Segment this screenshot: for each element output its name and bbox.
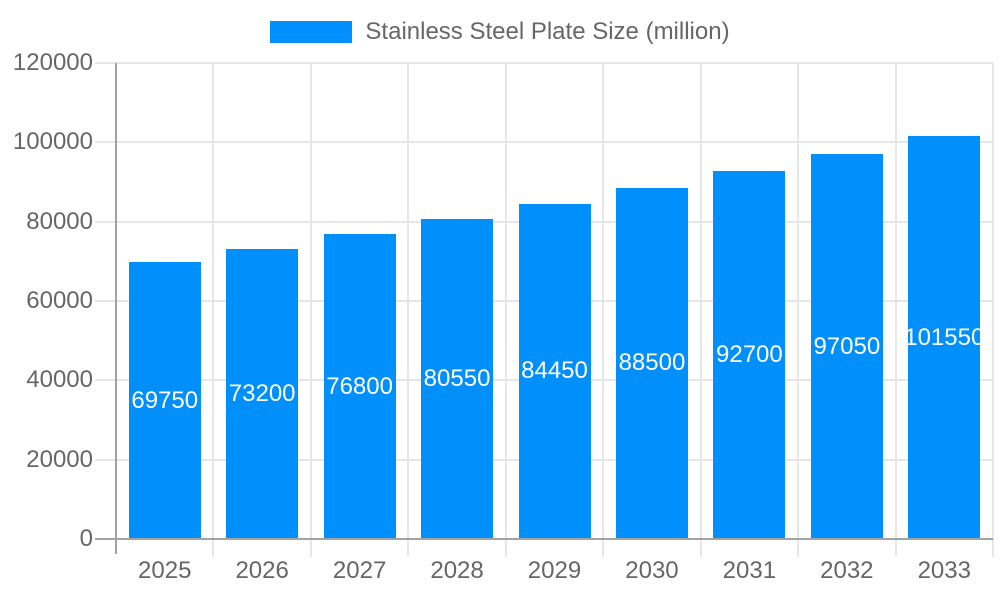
x-tick-label: 2028 bbox=[430, 557, 484, 584]
gridline-vertical bbox=[992, 63, 994, 557]
gridline-vertical bbox=[407, 63, 410, 557]
bar-value-label: 80550 bbox=[423, 365, 491, 393]
y-tick-label: 20000 bbox=[26, 445, 93, 473]
bar-value-label: 92700 bbox=[716, 341, 783, 369]
y-axis-line bbox=[115, 63, 117, 554]
y-tick-label: 40000 bbox=[26, 366, 93, 394]
bar-value-label: 69750 bbox=[131, 386, 199, 414]
x-tick-label: 2032 bbox=[820, 557, 874, 584]
gridline-vertical bbox=[699, 63, 702, 557]
gridline-vertical bbox=[212, 63, 215, 557]
bar-2028[interactable]: 80550 bbox=[421, 219, 494, 539]
x-tick-label: 2027 bbox=[332, 557, 387, 584]
chart-legend[interactable]: Stainless Steel Plate Size (million) bbox=[0, 18, 1000, 46]
gridline-vertical bbox=[797, 63, 800, 557]
x-tick-label: 2030 bbox=[625, 557, 679, 584]
bar-2029[interactable]: 84450 bbox=[518, 204, 591, 539]
x-tick-label: 2026 bbox=[235, 557, 289, 584]
bar-2030[interactable]: 88500 bbox=[615, 187, 688, 539]
gridline-horizontal bbox=[95, 141, 993, 144]
bar-2025[interactable]: 69750 bbox=[128, 262, 201, 539]
y-tick-label: 100000 bbox=[12, 128, 93, 156]
bar-value-label: 88500 bbox=[618, 349, 686, 377]
gridline-vertical bbox=[602, 63, 605, 557]
y-tick-label: 120000 bbox=[12, 49, 93, 76]
bar-value-label: 97050 bbox=[813, 332, 881, 360]
gridline-vertical bbox=[894, 63, 897, 557]
legend-swatch-icon bbox=[270, 21, 353, 43]
bar-2026[interactable]: 73200 bbox=[226, 248, 299, 539]
bar-value-label: 73200 bbox=[228, 379, 296, 407]
x-tick-label: 2025 bbox=[138, 557, 192, 584]
x-axis-line bbox=[95, 538, 993, 540]
gridline-vertical bbox=[309, 63, 312, 557]
bar-2032[interactable]: 97050 bbox=[810, 154, 883, 539]
x-tick-label: 2029 bbox=[527, 557, 582, 584]
bar-2033[interactable]: 101550 bbox=[908, 136, 981, 539]
gridline-horizontal bbox=[95, 62, 993, 64]
gridline-vertical bbox=[504, 63, 507, 557]
y-tick-label: 0 bbox=[79, 525, 93, 552]
bar-2027[interactable]: 76800 bbox=[323, 234, 396, 539]
x-tick-label: 2031 bbox=[722, 557, 777, 584]
y-tick-label: 60000 bbox=[26, 287, 93, 314]
bar-2031[interactable]: 92700 bbox=[713, 171, 786, 539]
x-tick-label: 2033 bbox=[917, 557, 971, 584]
bar-value-label: 84450 bbox=[521, 357, 588, 385]
y-tick-label: 80000 bbox=[26, 207, 93, 235]
bar-value-label: 101550 bbox=[908, 323, 981, 351]
legend-label: Stainless Steel Plate Size (million) bbox=[365, 18, 730, 45]
bar-value-label: 76800 bbox=[326, 372, 393, 400]
